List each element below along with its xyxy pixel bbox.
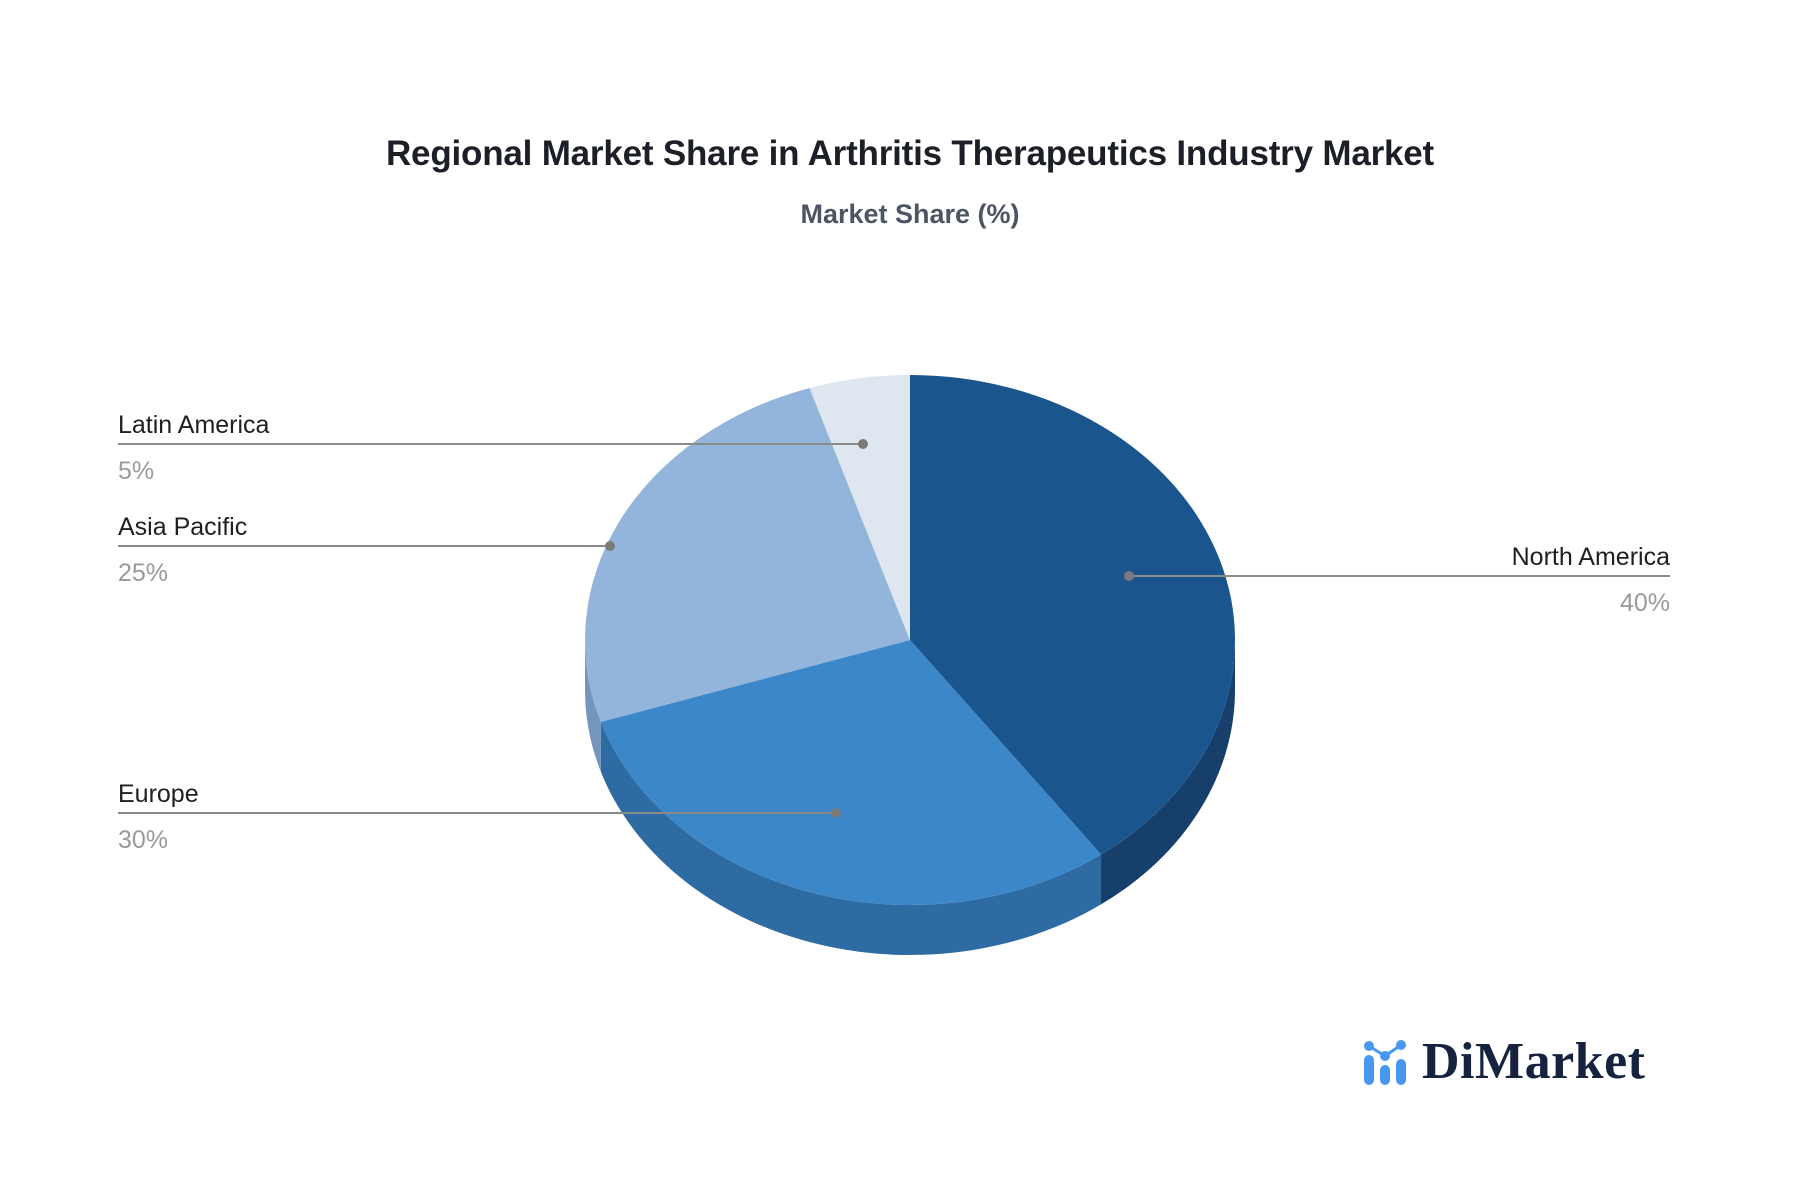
pie-wall-asia-pacific (585, 640, 601, 772)
pie-value-asia-pacific: 25% (118, 559, 169, 587)
logo-wordmark: DiMarket (1422, 1033, 1646, 1090)
pie-slice-europe[interactable] (600, 640, 1102, 906)
pie-slice-asia-pacific[interactable] (584, 387, 910, 722)
pie-label-north-america: North America (1511, 543, 1670, 571)
pie-slice-latin-america[interactable] (809, 375, 910, 640)
leader-dot-latin-america (858, 439, 868, 449)
leader-dot-europe (831, 808, 841, 818)
pie-slice-north-america[interactable] (910, 375, 1235, 855)
pie-value-latin-america: 5% (118, 457, 155, 485)
pie-wall-europe (600, 721, 1102, 956)
chart-subtitle: Market Share (%) (800, 199, 1020, 229)
pie-label-europe: Europe (118, 780, 199, 808)
logo-bar-chart-icon (1364, 1040, 1406, 1085)
chart-title: Regional Market Share in Arthritis Thera… (385, 134, 1435, 173)
leader-dot-asia-pacific (605, 541, 615, 551)
pie-value-north-america: 40% (1619, 589, 1670, 617)
pie-value-europe: 30% (118, 826, 169, 854)
leader-dot-north-america (1124, 571, 1134, 581)
pie-label-asia-pacific: Asia Pacific (118, 513, 248, 541)
pie-wall-north-america (1101, 640, 1235, 905)
pie-label-latin-america: Latin America (118, 411, 270, 439)
brand-logo: DiMarket (1362, 1034, 1645, 1090)
